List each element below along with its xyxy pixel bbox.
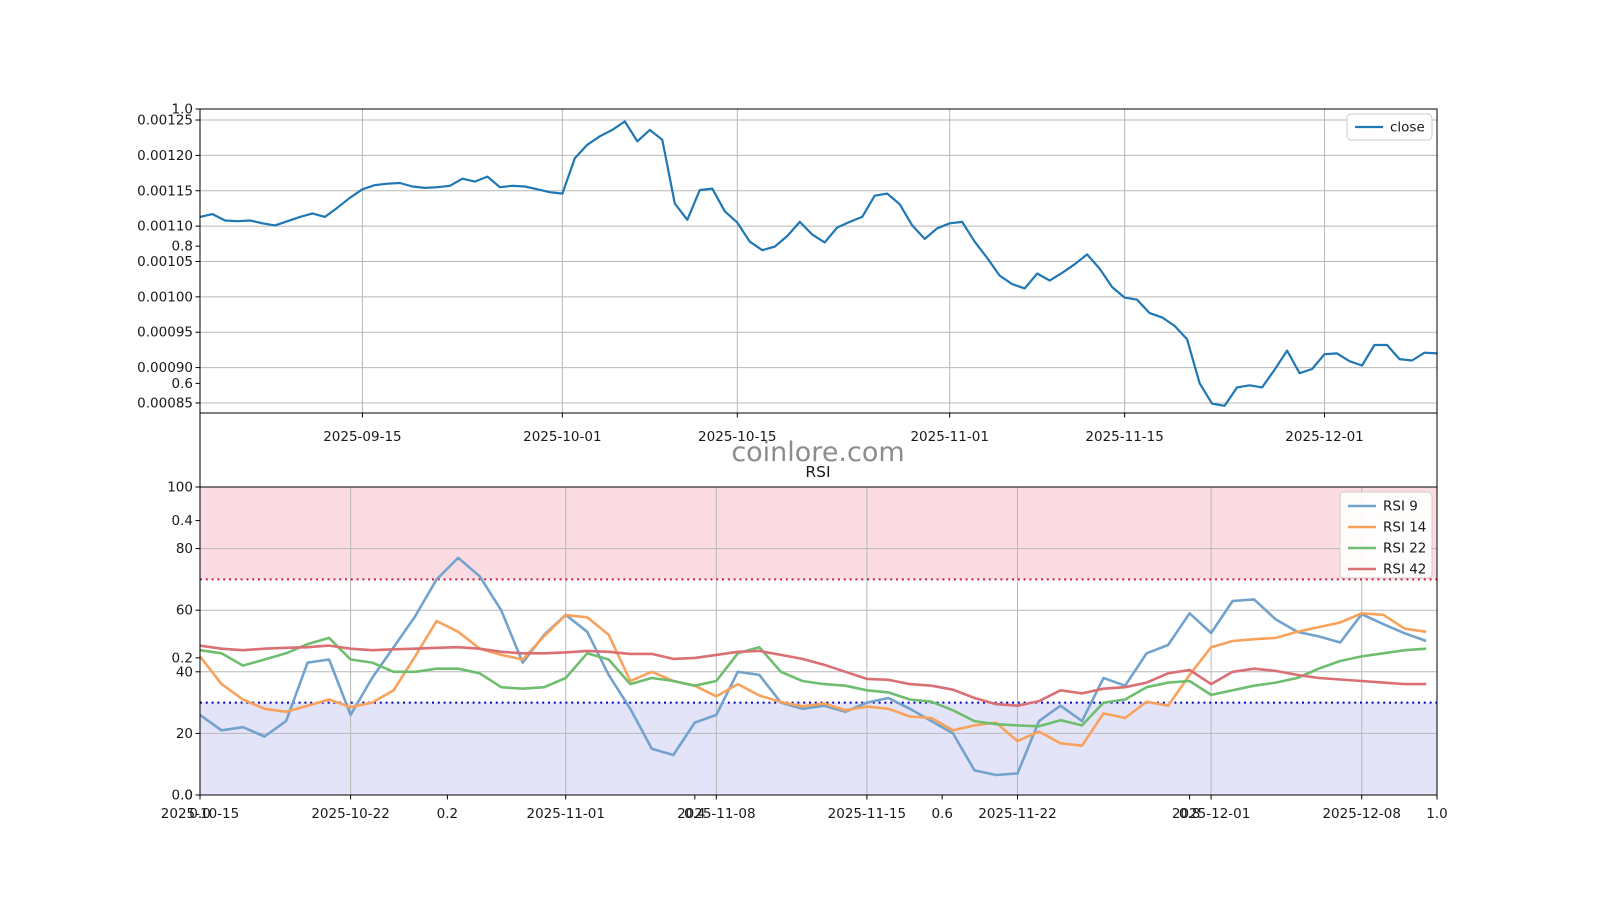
overlay-y-tick-label: 0.0 <box>172 788 193 804</box>
overlay-y-tick-label: 1.0 <box>172 102 193 118</box>
rsi-x-tick-label: 2025-11-15 <box>828 806 906 822</box>
overlay-x-tick-label: 1.0 <box>1426 806 1447 822</box>
rsi-chart-title: RSI <box>805 463 830 481</box>
overbought-band <box>200 487 1437 580</box>
overlay-axis: 1.0 0.8 0.6 0.4 0.2 0.0 0.0 0.2 0.4 0.6 0.8 1.0 <box>172 102 1448 823</box>
price-x-tick-label: 2025-10-01 <box>523 429 601 445</box>
rsi-chart: 0 20 40 60 80 100 2025-10-15 2025-10-22 2025-11-… <box>161 480 1438 822</box>
rsi-x-tick-label: 2025-11-01 <box>526 806 604 822</box>
legend-label: RSI 14 <box>1383 520 1426 536</box>
close-line <box>199 120 1438 407</box>
price-chart: 0.00085 0.00090 0.00095 0.00100 0.00105 0.001… <box>137 108 1438 445</box>
price-y-tick-label: 0.00125 <box>137 113 193 129</box>
rsi-y-tick-label: 80 <box>176 541 193 557</box>
price-y-tick-label: 0.00090 <box>137 360 193 376</box>
legend-box <box>1339 491 1433 579</box>
overlay-x-tick-label: 0.2 <box>437 806 458 822</box>
between-labels: coinlore.com RSI <box>731 437 904 481</box>
legend-label: RSI 9 <box>1383 499 1418 515</box>
legend-label: RSI 42 <box>1383 562 1426 578</box>
price-y-tick-label: 0.00105 <box>137 254 193 270</box>
price-y-tick-label: 0.00095 <box>137 325 193 341</box>
price-y-tick-label: 0.00110 <box>137 219 193 235</box>
price-y-tick-label: 0.00100 <box>137 289 193 305</box>
price-x-tick-label: 2025-11-15 <box>1085 429 1163 445</box>
overlay-y-tick-label: 0.2 <box>172 650 193 666</box>
price-x-tick-label: 2025-11-01 <box>910 429 988 445</box>
overlay-x-tick-label: 0.8 <box>1179 806 1200 822</box>
legend-label: RSI 22 <box>1383 541 1426 557</box>
rsi-y-tick-label: 100 <box>167 480 193 496</box>
overlay-y-tick-label: 0.6 <box>172 376 193 392</box>
rsi-x-tick-label: 2025-12-01 <box>1172 806 1250 822</box>
rsi-14-line <box>198 611 1427 748</box>
price-y-tick-label: 0.00120 <box>137 148 193 164</box>
price-x-tick-label: 2025-12-01 <box>1285 429 1363 445</box>
price-legend: close <box>1346 113 1433 141</box>
rsi-9-line <box>199 556 1427 777</box>
overlay-x-tick-label: 0.6 <box>931 806 952 822</box>
overlay-y-tick-label: 0.8 <box>172 239 193 255</box>
rsi-x-tick-label: 2025-11-08 <box>677 806 755 822</box>
overlay-border <box>199 108 1438 796</box>
price-x-tick-label: 2025-09-15 <box>323 429 401 445</box>
rsi-x-tick-label: 2025-12-08 <box>1322 806 1400 822</box>
rsi-y-tick-label: 60 <box>176 603 193 619</box>
rsi-y-tick-label: 20 <box>176 726 193 742</box>
rsi-y-tick-label: 0 <box>184 788 193 804</box>
rsi-legend: RSI 9 RSI 14 RSI 22 RSI 42 <box>1339 491 1433 579</box>
rsi-x-tick-label: 2025-10-15 <box>161 806 239 822</box>
legend-box <box>1346 113 1433 141</box>
overlay-x-tick-label: 0.0 <box>189 806 210 822</box>
rsi-x-tick-label: 2025-11-22 <box>978 806 1056 822</box>
rsi-x-tick-label: 2025-10-22 <box>311 806 389 822</box>
price-x-tick-label: 2025-10-15 <box>698 429 776 445</box>
overlay-x-tick-label: 0.4 <box>684 806 705 822</box>
watermark-text: coinlore.com <box>731 437 904 468</box>
rsi-42-line <box>199 644 1427 708</box>
rsi-y-tick-label: 40 <box>176 664 193 680</box>
price-y-tick-label: 0.00115 <box>137 183 193 199</box>
oversold-band <box>200 702 1437 795</box>
rsi-22-line <box>199 636 1427 728</box>
legend-label: close <box>1390 120 1425 136</box>
price-y-tick-label: 0.00085 <box>137 395 193 411</box>
overlay-y-tick-label: 0.4 <box>172 513 193 529</box>
